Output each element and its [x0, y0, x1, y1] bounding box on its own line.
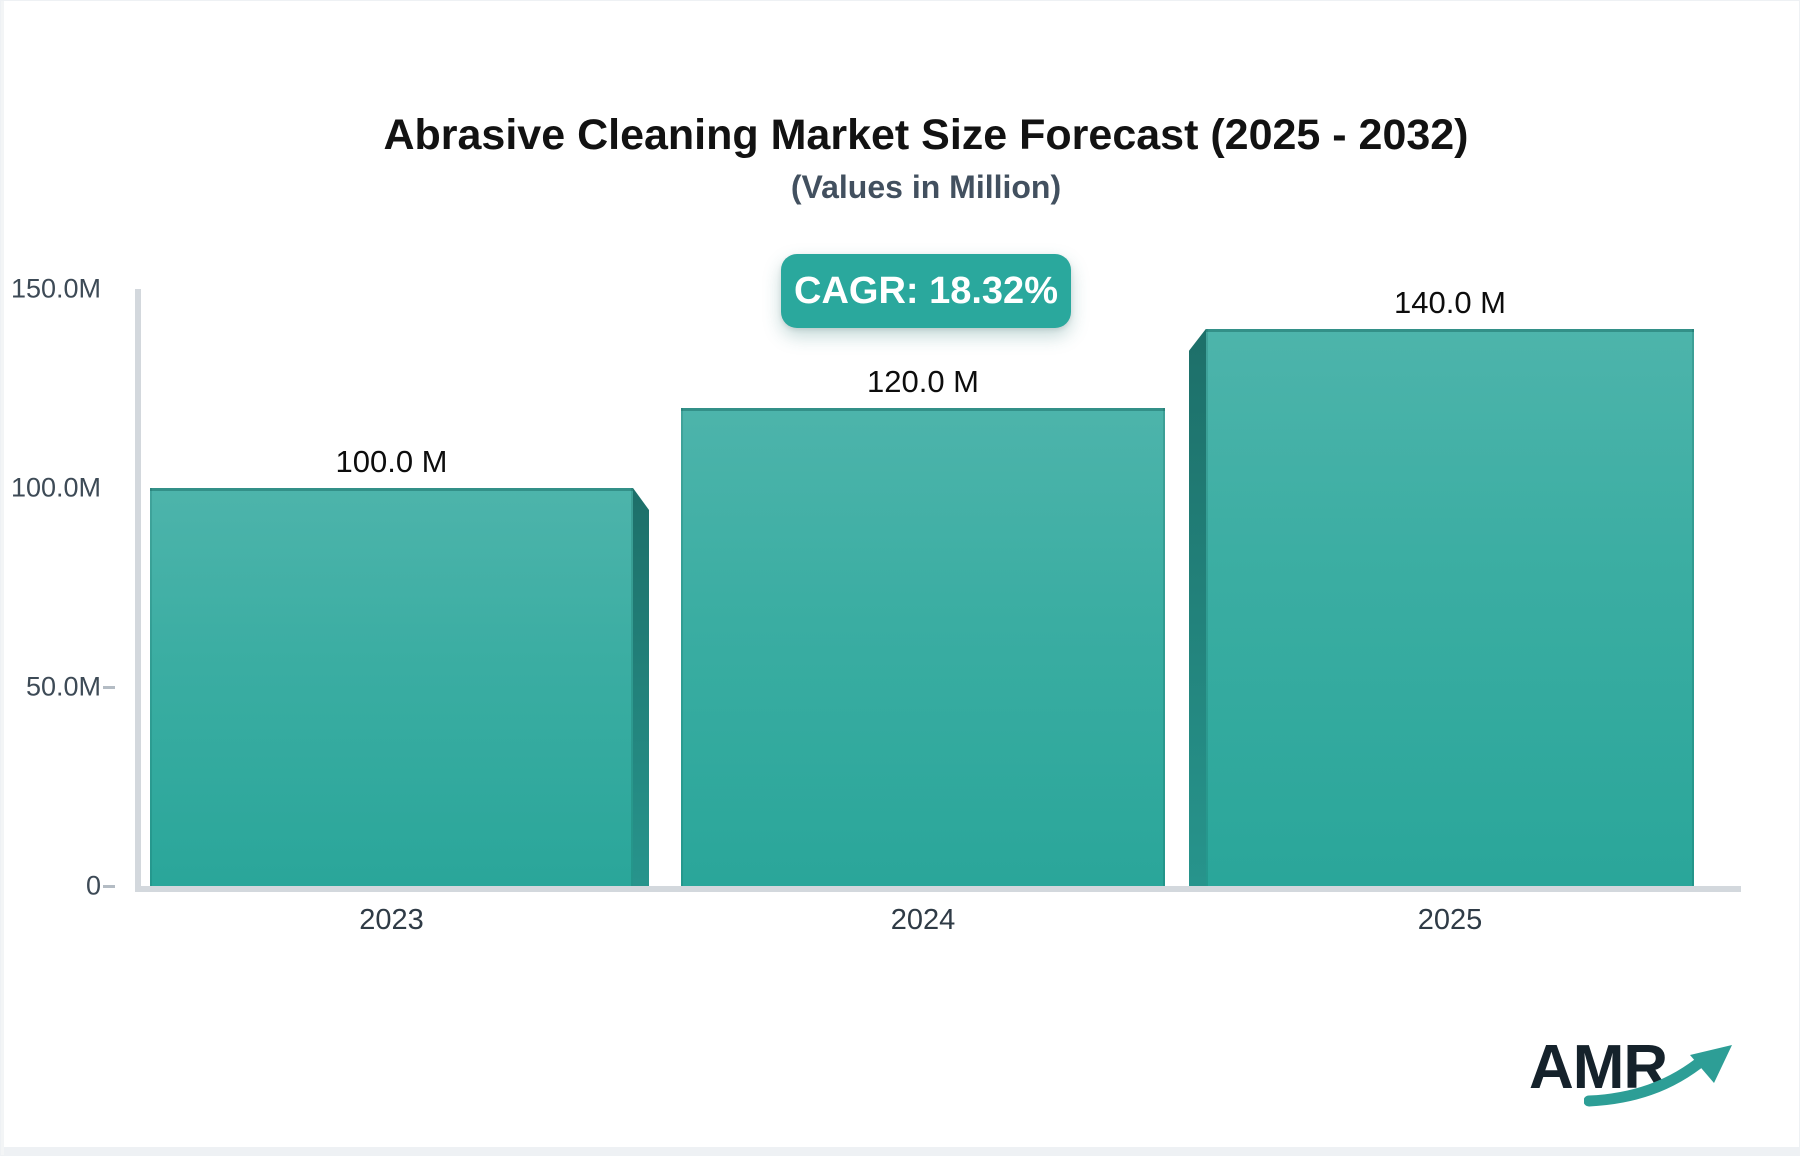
bottom-edge-strip [1, 1147, 1799, 1155]
x-axis-tick-label: 2025 [1417, 904, 1483, 936]
x-axis-line [135, 886, 1741, 892]
cagr-badge-label: CAGR: 18.32% [794, 269, 1058, 312]
y-axis-tick-label: 100.0M [10, 472, 101, 503]
amr-logo: AMR [1529, 1037, 1732, 1117]
trend-arrow-icon [1584, 1045, 1732, 1107]
y-axis-tick-mark [103, 885, 115, 888]
y-axis-line [135, 289, 141, 892]
y-axis-tick-label: 0 [85, 870, 101, 901]
y-axis-tick-label: 50.0M [25, 671, 101, 702]
y-axis-tick-label: 150.0M [10, 273, 101, 304]
bar-2024[interactable] [681, 408, 1165, 886]
cagr-badge: CAGR: 18.32% [781, 254, 1071, 328]
bar-value-label: 120.0 M [866, 364, 980, 400]
bar-value-label: 100.0 M [335, 444, 448, 479]
chart-subtitle: (Values in Million) [790, 169, 1062, 205]
x-axis-tick-label: 2023 [359, 904, 424, 936]
bar-side-face [633, 488, 649, 886]
bar-2025[interactable] [1206, 328, 1694, 886]
bar-2023[interactable] [150, 488, 633, 886]
left-edge-strip [1, 1, 4, 1155]
x-axis-tick-label: 2024 [890, 904, 956, 936]
chart-title: Abrasive Cleaning Market Size Forecast (… [383, 111, 1469, 159]
bar-side-face [1189, 328, 1206, 886]
y-axis-tick-mark [103, 686, 115, 689]
bar-value-label: 140.0 M [1393, 284, 1507, 320]
